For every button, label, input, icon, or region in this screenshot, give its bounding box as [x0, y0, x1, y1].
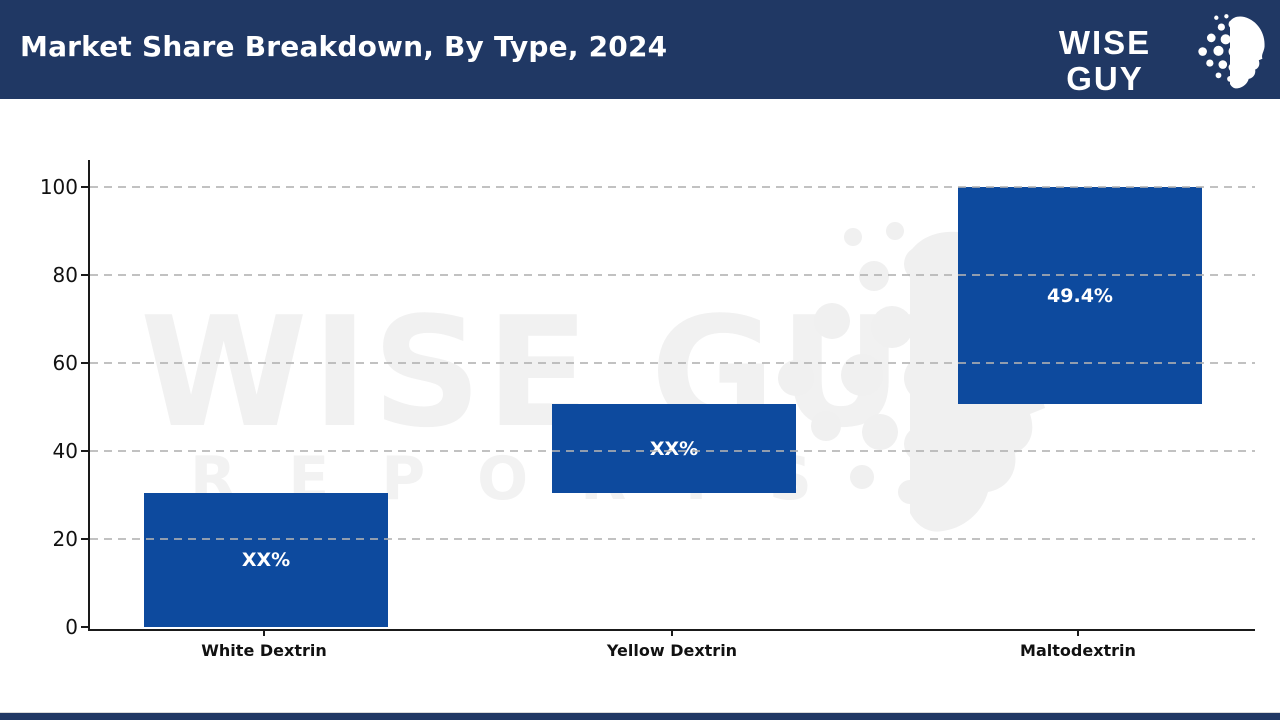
wiseguy-logo: WISE GUY REPORTS [1016, 8, 1266, 113]
bar-value-label: 49.4% [1047, 284, 1113, 307]
bar-segment: XX% [552, 404, 796, 494]
x-tick-mark [1077, 631, 1079, 636]
x-category-label: Maltodextrin [1020, 641, 1136, 660]
y-tick-mark [81, 186, 88, 188]
y-tick-label: 80 [52, 263, 78, 287]
x-tick-mark [263, 631, 265, 636]
y-tick-label: 40 [52, 439, 78, 463]
y-tick-mark [81, 626, 88, 628]
logo-text: WISE GUY REPORTS [1016, 25, 1194, 114]
footer-bar [0, 712, 1280, 720]
grid-line [90, 186, 1255, 188]
grid-line [90, 450, 1255, 452]
y-tick-mark [81, 274, 88, 276]
plot-area: XX% XX% 49.4% [88, 160, 1255, 631]
bar-segment: 49.4% [958, 187, 1202, 405]
y-tick-label: 0 [65, 615, 78, 639]
y-tick-mark [81, 450, 88, 452]
header: Market Share Breakdown, By Type, 2024 WI… [0, 0, 1280, 113]
y-tick-mark [81, 538, 88, 540]
grid-line [90, 274, 1255, 276]
bar-value-label: XX% [649, 437, 699, 460]
y-tick-label: 20 [52, 527, 78, 551]
y-tick-label: 100 [39, 175, 78, 199]
x-category-label: White Dextrin [201, 641, 327, 660]
bar-value-label: XX% [241, 549, 291, 572]
logo-face-icon [1198, 14, 1265, 89]
x-category-label: Yellow Dextrin [606, 641, 738, 660]
x-tick-mark [671, 631, 673, 636]
grid-line [90, 538, 1255, 540]
page-title: Market Share Breakdown, By Type, 2024 [20, 30, 668, 63]
bar-segment: XX% [144, 493, 388, 627]
y-tick-label: 60 [52, 351, 78, 375]
logo-brand-sub: REPORTS [1046, 98, 1170, 113]
grid-line [90, 362, 1255, 364]
y-tick-mark [81, 362, 88, 364]
logo-brand-name: WISE GUY [1058, 24, 1152, 97]
